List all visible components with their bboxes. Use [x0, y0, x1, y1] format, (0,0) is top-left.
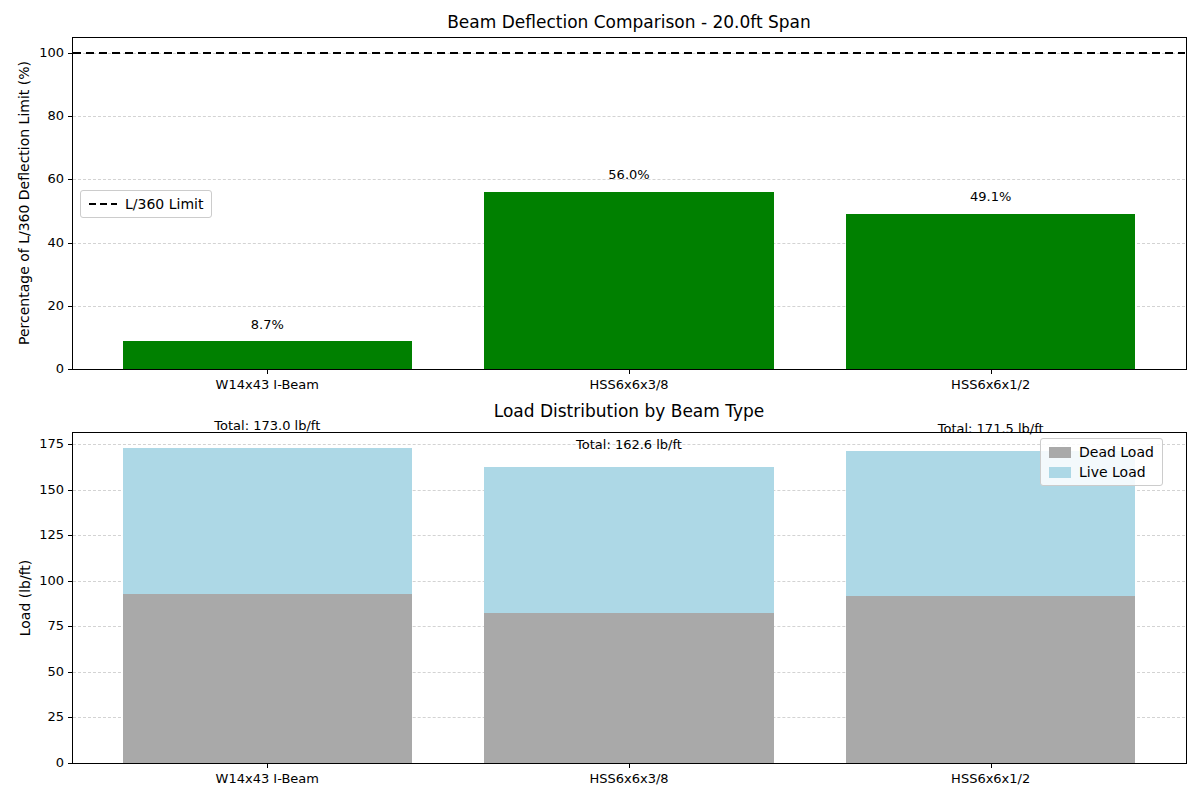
x-tick-label-0: W14x43 I-Beam	[137, 377, 397, 392]
legend-0: L/360 Limit	[80, 190, 212, 218]
y-tick-0	[68, 369, 72, 370]
legend-label: Dead Load	[1079, 444, 1154, 460]
y-tick-150	[68, 490, 72, 491]
legend-label: L/360 Limit	[125, 196, 203, 212]
x-tick-1	[629, 370, 630, 374]
y-tick-label-40: 40	[20, 236, 64, 250]
y-tick-label-20: 20	[20, 299, 64, 313]
dashed-line-swatch	[89, 203, 117, 205]
figure: Beam Deflection Comparison - 20.0ft Span…	[0, 0, 1200, 800]
color-swatch	[1049, 467, 1071, 478]
y-tick-label-25: 25	[20, 710, 64, 724]
legend-entry-dead-load: Dead Load	[1049, 442, 1154, 462]
y-tick-75	[68, 626, 72, 627]
y-tick-label-0: 0	[20, 756, 64, 770]
x-tick-label-1: HSS6x6x3/8	[499, 377, 759, 392]
x-tick-0	[267, 764, 268, 768]
plot-frame-0	[72, 37, 1187, 370]
x-tick-label-2: HSS6x6x1/2	[861, 377, 1121, 392]
y-tick-label-125: 125	[20, 528, 64, 542]
deflection-y-axis-label: Percentage of L/360 Deflection Limit (%)	[15, 37, 33, 369]
y-tick-80	[68, 116, 72, 117]
deflection-chart-title: Beam Deflection Comparison - 20.0ft Span	[72, 12, 1186, 32]
y-tick-20	[68, 306, 72, 307]
y-tick-label-100: 100	[20, 46, 64, 60]
x-tick-label-0: W14x43 I-Beam	[137, 771, 397, 786]
y-tick-25	[68, 717, 72, 718]
color-swatch	[1049, 447, 1071, 458]
x-tick-label-1: HSS6x6x3/8	[499, 771, 759, 786]
y-tick-100	[68, 581, 72, 582]
x-tick-0	[267, 370, 268, 374]
y-tick-175	[68, 444, 72, 445]
y-tick-label-175: 175	[20, 437, 64, 451]
y-tick-60	[68, 179, 72, 180]
plot-frame-1	[72, 432, 1187, 764]
legend-entry-l/360-limit: L/360 Limit	[89, 194, 203, 214]
y-tick-label-80: 80	[20, 109, 64, 123]
legend-label: Live Load	[1079, 464, 1146, 480]
y-tick-40	[68, 243, 72, 244]
y-tick-label-0: 0	[20, 362, 64, 376]
y-tick-label-150: 150	[20, 483, 64, 497]
y-tick-label-60: 60	[20, 172, 64, 186]
y-tick-label-100: 100	[20, 574, 64, 588]
x-tick-1	[629, 764, 630, 768]
x-tick-2	[991, 370, 992, 374]
y-tick-100	[68, 53, 72, 54]
x-tick-label-2: HSS6x6x1/2	[861, 771, 1121, 786]
y-tick-125	[68, 535, 72, 536]
y-tick-label-50: 50	[20, 665, 64, 679]
y-tick-50	[68, 672, 72, 673]
legend-entry-live-load: Live Load	[1049, 462, 1154, 482]
legend-1: Dead Load Live Load	[1040, 438, 1163, 486]
y-tick-0	[68, 763, 72, 764]
x-tick-2	[991, 764, 992, 768]
y-tick-label-75: 75	[20, 619, 64, 633]
